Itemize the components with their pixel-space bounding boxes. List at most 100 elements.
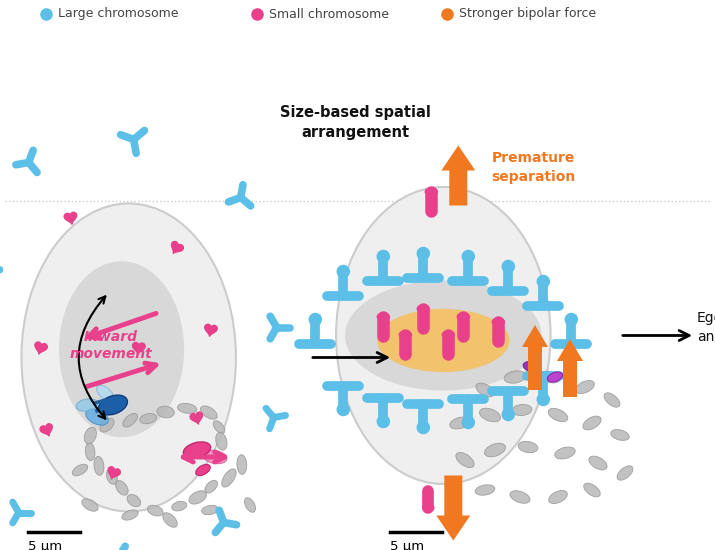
- Text: 5 μm: 5 μm: [390, 540, 424, 550]
- Ellipse shape: [216, 432, 227, 450]
- Ellipse shape: [116, 481, 128, 495]
- Ellipse shape: [213, 421, 225, 433]
- Polygon shape: [172, 241, 183, 254]
- Ellipse shape: [548, 408, 568, 422]
- FancyArrow shape: [436, 476, 470, 541]
- Ellipse shape: [59, 261, 184, 437]
- Ellipse shape: [377, 415, 390, 428]
- Ellipse shape: [172, 501, 187, 511]
- Ellipse shape: [417, 304, 430, 314]
- Ellipse shape: [485, 443, 506, 457]
- Text: Egg
aneupl: Egg aneupl: [697, 311, 715, 344]
- Ellipse shape: [97, 386, 114, 401]
- Ellipse shape: [202, 505, 218, 515]
- Ellipse shape: [583, 483, 601, 497]
- Ellipse shape: [100, 418, 114, 432]
- Text: Small chromosome: Small chromosome: [270, 8, 390, 20]
- Ellipse shape: [122, 510, 138, 520]
- Ellipse shape: [177, 403, 197, 414]
- Ellipse shape: [222, 469, 236, 487]
- Ellipse shape: [99, 395, 127, 415]
- Ellipse shape: [512, 404, 532, 416]
- Text: Large chromosome: Large chromosome: [59, 8, 179, 20]
- Ellipse shape: [107, 469, 117, 485]
- Ellipse shape: [536, 275, 550, 288]
- Ellipse shape: [417, 421, 430, 434]
- Ellipse shape: [377, 250, 390, 263]
- Ellipse shape: [565, 313, 578, 326]
- Polygon shape: [132, 343, 145, 354]
- Ellipse shape: [345, 280, 542, 390]
- Ellipse shape: [536, 393, 550, 406]
- Ellipse shape: [203, 450, 227, 464]
- Ellipse shape: [501, 408, 515, 421]
- Ellipse shape: [82, 499, 98, 512]
- Ellipse shape: [501, 260, 515, 273]
- Ellipse shape: [518, 441, 538, 453]
- Ellipse shape: [94, 456, 104, 475]
- FancyArrow shape: [522, 325, 548, 390]
- Ellipse shape: [245, 498, 255, 512]
- Ellipse shape: [540, 371, 561, 383]
- Ellipse shape: [21, 204, 236, 512]
- Ellipse shape: [611, 430, 629, 441]
- Ellipse shape: [504, 371, 526, 383]
- Ellipse shape: [139, 414, 157, 424]
- Ellipse shape: [147, 505, 163, 516]
- Ellipse shape: [491, 317, 505, 326]
- Polygon shape: [204, 324, 217, 336]
- Ellipse shape: [86, 409, 108, 425]
- Ellipse shape: [589, 456, 607, 470]
- Ellipse shape: [548, 491, 568, 504]
- Ellipse shape: [189, 491, 207, 504]
- Ellipse shape: [442, 330, 455, 339]
- Ellipse shape: [425, 187, 438, 196]
- Ellipse shape: [200, 406, 217, 419]
- Text: Inward
movement: Inward movement: [69, 330, 152, 361]
- Ellipse shape: [457, 312, 470, 321]
- Ellipse shape: [422, 504, 435, 512]
- Polygon shape: [35, 342, 47, 354]
- Ellipse shape: [547, 372, 563, 382]
- Text: 5 μm: 5 μm: [28, 540, 62, 550]
- Ellipse shape: [84, 427, 97, 444]
- Ellipse shape: [157, 406, 174, 418]
- Ellipse shape: [576, 381, 594, 394]
- Ellipse shape: [196, 464, 210, 476]
- Polygon shape: [40, 424, 52, 436]
- Ellipse shape: [462, 250, 475, 263]
- Polygon shape: [190, 412, 202, 424]
- Ellipse shape: [378, 309, 509, 372]
- Ellipse shape: [72, 464, 88, 476]
- Ellipse shape: [480, 408, 500, 422]
- Ellipse shape: [398, 330, 412, 339]
- Ellipse shape: [450, 417, 470, 429]
- Ellipse shape: [523, 362, 541, 372]
- Ellipse shape: [337, 403, 350, 416]
- Ellipse shape: [127, 494, 141, 507]
- Ellipse shape: [76, 399, 98, 411]
- Ellipse shape: [617, 466, 633, 480]
- FancyArrow shape: [441, 146, 475, 206]
- Ellipse shape: [510, 491, 530, 503]
- Ellipse shape: [377, 312, 390, 321]
- Ellipse shape: [183, 442, 211, 458]
- Polygon shape: [108, 467, 120, 479]
- Ellipse shape: [336, 187, 551, 484]
- Ellipse shape: [476, 383, 494, 397]
- Ellipse shape: [123, 414, 137, 427]
- Polygon shape: [64, 212, 77, 224]
- Ellipse shape: [417, 247, 430, 260]
- Ellipse shape: [309, 313, 322, 326]
- Ellipse shape: [237, 455, 247, 475]
- Text: Premature
separation: Premature separation: [491, 151, 576, 184]
- Text: Stronger bipolar force: Stronger bipolar force: [459, 8, 596, 20]
- Text: Size-based spatial
arrangement: Size-based spatial arrangement: [280, 105, 430, 140]
- Ellipse shape: [604, 393, 620, 407]
- FancyArrow shape: [557, 339, 583, 397]
- Ellipse shape: [555, 447, 576, 459]
- Ellipse shape: [205, 480, 217, 493]
- Ellipse shape: [456, 453, 474, 468]
- Ellipse shape: [462, 416, 475, 429]
- Ellipse shape: [163, 513, 177, 527]
